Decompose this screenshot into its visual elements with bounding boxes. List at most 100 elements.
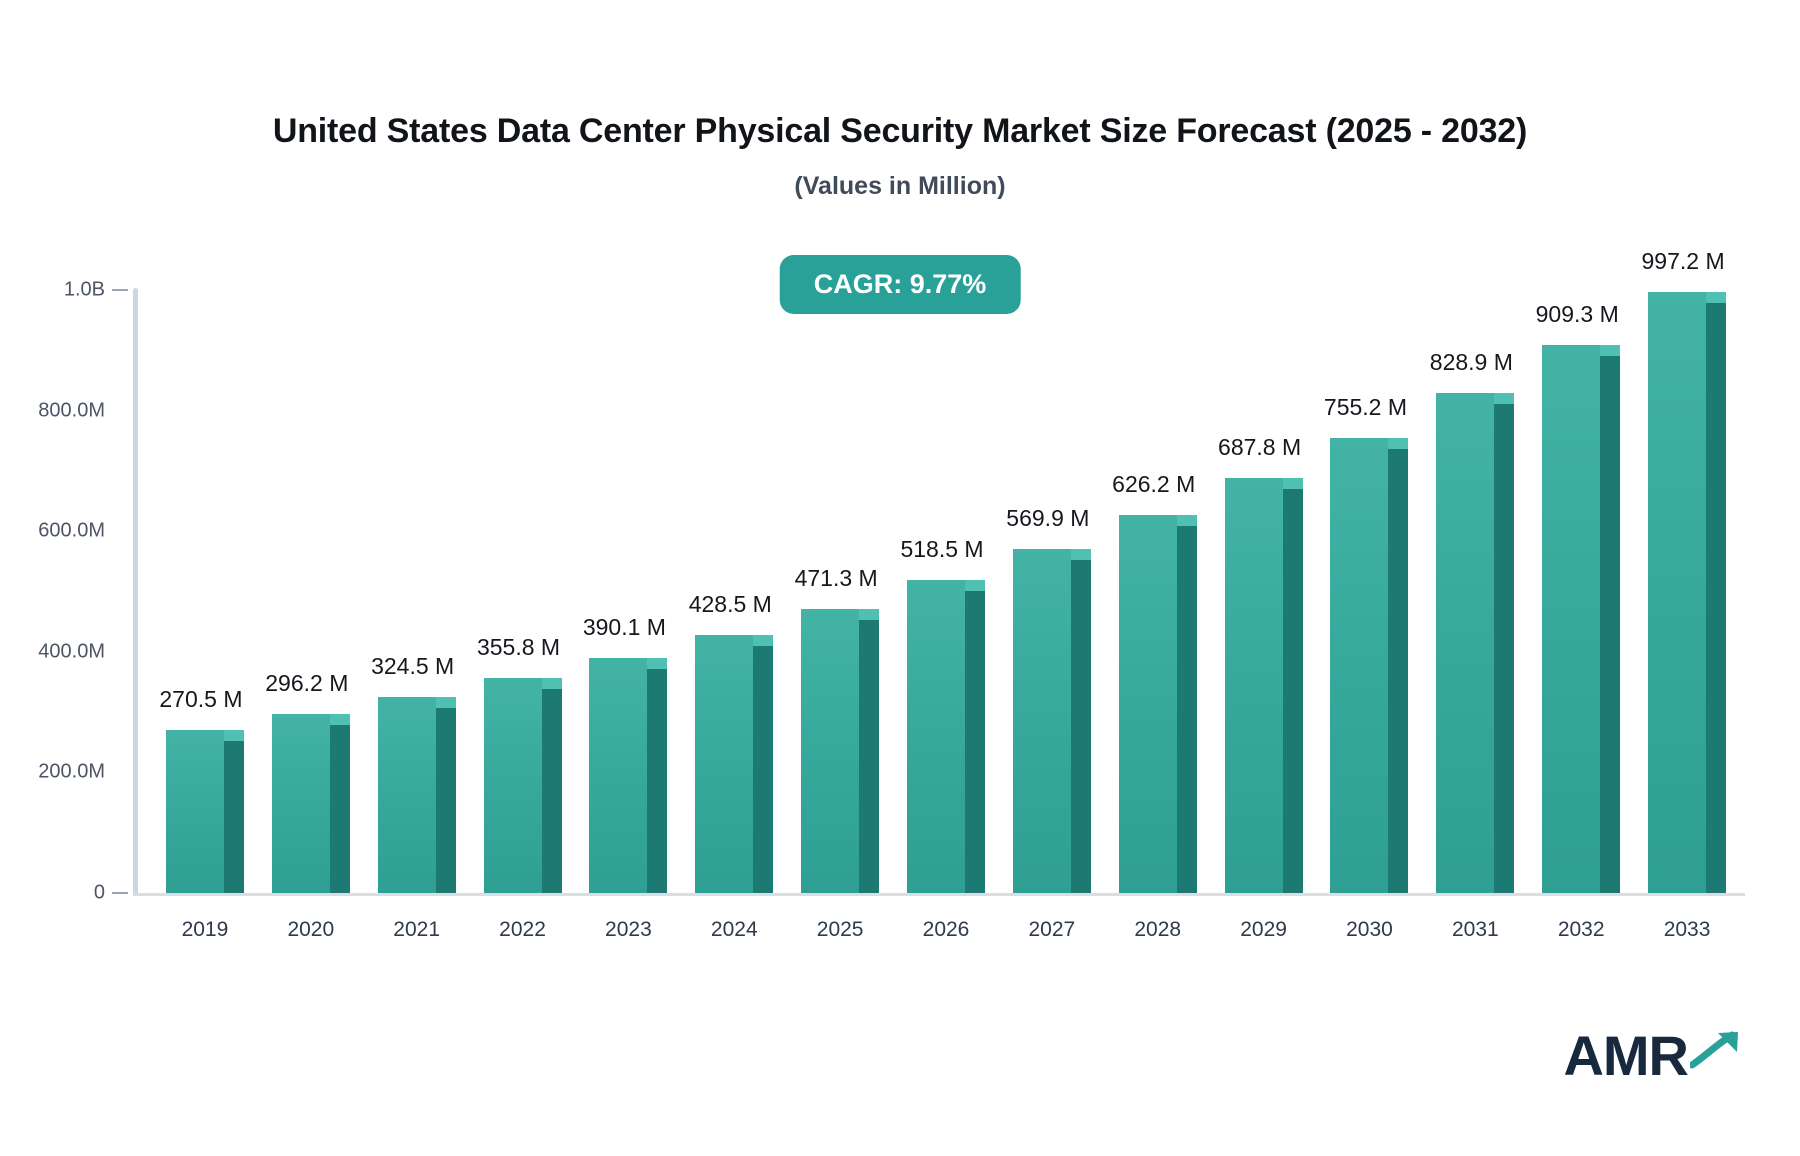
- bar-front-face: [377, 697, 436, 893]
- bar-side-face: [965, 591, 985, 893]
- bar-front-face: [1118, 515, 1177, 893]
- y-axis-line: [133, 288, 138, 895]
- bar-front-face: [1224, 478, 1283, 893]
- bar-value-label: 296.2 M: [265, 670, 349, 697]
- bar-front-face: [589, 657, 648, 893]
- bar-value-label: 755.2 M: [1323, 393, 1408, 420]
- bar-value-label: 390.1 M: [582, 613, 666, 640]
- bar-top-face: [541, 678, 562, 690]
- bar-top-face: [647, 657, 668, 669]
- bar[interactable]: [1436, 393, 1515, 893]
- bar-front-face: [1542, 344, 1601, 893]
- bar-top-face: [1176, 515, 1197, 527]
- bar-side-face: [1706, 302, 1727, 893]
- bar-top-face: [1388, 437, 1409, 449]
- bar-value-label: 518.5 M: [900, 536, 984, 563]
- bar[interactable]: [1330, 437, 1409, 893]
- bar-top-face: [1600, 344, 1621, 356]
- x-axis-tick-label: 2028: [1134, 918, 1182, 941]
- x-axis-tick-label: 2033: [1663, 918, 1711, 941]
- bar-side-face: [1176, 526, 1197, 893]
- bar-top-face: [223, 729, 244, 741]
- y-axis-tick-label: 1.0B: [63, 278, 105, 301]
- bar-front-face: [1330, 437, 1389, 893]
- bar-front-face: [1436, 393, 1495, 893]
- page-title: United States Data Center Physical Secur…: [272, 112, 1528, 150]
- bar-top-face: [1494, 393, 1515, 405]
- bar-value-label: 270.5 M: [159, 685, 243, 712]
- bar-side-face: [647, 668, 668, 893]
- bar-front-face: [165, 729, 224, 893]
- y-axis-tick-label: 600.0M: [38, 519, 105, 542]
- arrow-up-right-icon: [1688, 1029, 1742, 1074]
- x-axis-tick-label: 2029: [1240, 918, 1287, 941]
- bar-front-face: [483, 678, 542, 893]
- bar-value-label: 909.3 M: [1535, 300, 1619, 327]
- x-axis-tick-label: 2025: [816, 918, 864, 941]
- x-axis-line: [133, 893, 1745, 896]
- y-axis-tick-label: 0: [93, 881, 105, 904]
- bar-value-label: 355.8 M: [476, 634, 561, 661]
- bar-front-face: [695, 634, 754, 893]
- x-axis-tick-label: 2022: [499, 918, 546, 941]
- bar-value-label: 997.2 M: [1641, 247, 1725, 274]
- y-axis-tick-label: 400.0M: [38, 640, 105, 663]
- bar-front-face: [1648, 291, 1707, 893]
- y-axis-tick-label: 800.0M: [38, 399, 105, 422]
- bar-side-face: [1388, 448, 1409, 893]
- bar-value-label: 626.2 M: [1112, 471, 1196, 498]
- bar[interactable]: [165, 729, 244, 893]
- bar-top-face: [965, 580, 985, 592]
- bar[interactable]: [801, 608, 880, 893]
- bar[interactable]: [1118, 515, 1197, 893]
- cagr-badge: CAGR: 9.77%: [779, 255, 1021, 314]
- bar-front-face: [1012, 549, 1071, 893]
- bar-value-label: 428.5 M: [688, 590, 772, 617]
- bar[interactable]: [1542, 344, 1621, 893]
- bar[interactable]: [1648, 291, 1727, 893]
- y-axis-tick-label: 200.0M: [38, 760, 105, 783]
- x-axis-tick-label: 2020: [287, 918, 335, 941]
- bar[interactable]: [271, 714, 350, 893]
- x-axis-tick-label: 2021: [393, 918, 441, 941]
- y-axis-tick-mark: [112, 289, 128, 291]
- bar-side-face: [1600, 355, 1621, 893]
- bar-value-label: 687.8 M: [1218, 434, 1302, 461]
- bar-value-label: 569.9 M: [1006, 505, 1090, 532]
- bar-top-face: [329, 714, 350, 726]
- bar-side-face: [1282, 489, 1303, 893]
- bar-side-face: [1070, 560, 1091, 893]
- amr-logo: AMR: [1563, 1028, 1742, 1084]
- x-axis-tick-label: 2023: [605, 918, 652, 941]
- bar-side-face: [223, 740, 244, 893]
- bar[interactable]: [695, 634, 774, 893]
- bar-value-label: 471.3 M: [794, 564, 878, 591]
- x-axis-tick-label: 2026: [922, 918, 970, 941]
- bar-top-face: [859, 608, 880, 620]
- bar[interactable]: [589, 657, 668, 893]
- bar[interactable]: [1224, 478, 1303, 893]
- bar-side-face: [329, 725, 350, 893]
- bar-value-label: 324.5 M: [371, 653, 455, 680]
- bar-top-face: [1706, 291, 1727, 303]
- logo-text: AMR: [1563, 1024, 1689, 1087]
- bar-side-face: [1494, 404, 1515, 893]
- bar-top-face: [753, 634, 774, 646]
- bar[interactable]: [907, 580, 985, 893]
- x-axis-tick-label: 2027: [1028, 918, 1076, 941]
- y-axis-tick-mark: [112, 892, 128, 894]
- bar-top-face: [435, 697, 456, 709]
- bar-front-face: [271, 714, 330, 893]
- x-axis-tick-label: 2019: [181, 918, 229, 941]
- bar-side-face: [859, 619, 880, 893]
- x-axis-tick-label: 2032: [1557, 918, 1605, 941]
- x-axis-tick-label: 2030: [1346, 918, 1393, 941]
- bar[interactable]: [1012, 549, 1091, 893]
- bar[interactable]: [483, 678, 562, 893]
- bar-side-face: [435, 708, 456, 893]
- bar-side-face: [753, 645, 774, 893]
- bar[interactable]: [377, 697, 456, 893]
- bar-top-face: [1282, 478, 1303, 490]
